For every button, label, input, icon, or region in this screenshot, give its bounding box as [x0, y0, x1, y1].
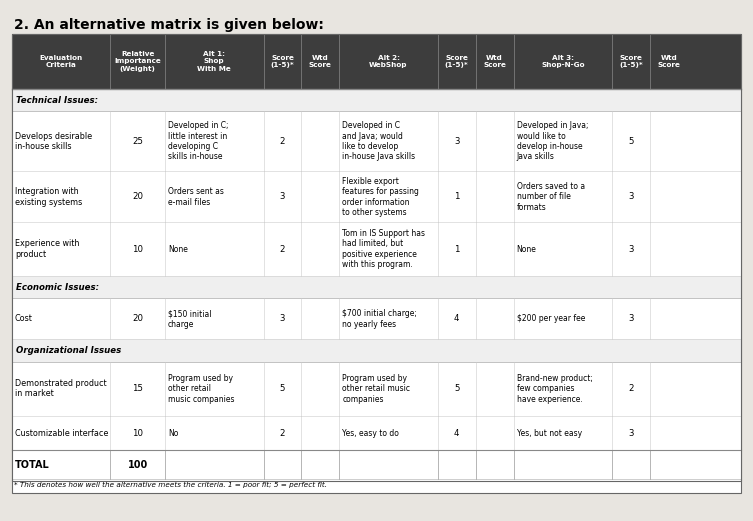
Text: 2: 2 [279, 429, 285, 438]
Text: 20: 20 [133, 314, 143, 324]
Text: Wtd
Score: Wtd Score [657, 55, 680, 68]
Text: Orders saved to a
number of file
formats: Orders saved to a number of file formats [517, 182, 584, 212]
Text: 2: 2 [279, 137, 285, 146]
Text: Yes, easy to do: Yes, easy to do [343, 429, 399, 438]
Text: Wtd
Score: Wtd Score [483, 55, 506, 68]
Text: 2: 2 [628, 384, 634, 393]
Text: Experience with
product: Experience with product [15, 240, 79, 259]
Text: 1: 1 [454, 245, 459, 254]
Text: 5: 5 [628, 137, 634, 146]
Text: Program used by
other retail music
companies: Program used by other retail music compa… [343, 374, 410, 404]
Text: 5: 5 [279, 384, 285, 393]
Bar [12, 34, 741, 481]
Text: 3: 3 [628, 314, 634, 324]
Text: 1: 1 [454, 192, 459, 201]
Text: None: None [517, 245, 536, 254]
Text: Developed in C
and Java; would
like to develop
in-house Java skills: Developed in C and Java; would like to d… [343, 121, 416, 162]
Text: Wtd
Score: Wtd Score [309, 55, 332, 68]
Text: Score
(1-5)*: Score (1-5)* [270, 55, 294, 68]
Bar [12, 34, 741, 493]
Bar [12, 340, 741, 362]
Text: Economic Issues:: Economic Issues: [16, 283, 99, 292]
Text: Cost: Cost [15, 314, 33, 324]
Text: 3: 3 [628, 429, 634, 438]
Text: * This denotes how well the alternative meets the criteria. 1 = poor fit; 5 = pe: * This denotes how well the alternative … [14, 482, 327, 488]
Bar [12, 171, 741, 222]
Text: Relative
Importance
(Weight): Relative Importance (Weight) [114, 51, 161, 72]
Text: Developed in Java;
would like to
develop in-house
Java skills: Developed in Java; would like to develop… [517, 121, 588, 162]
Text: Technical Issues:: Technical Issues: [16, 95, 98, 105]
Text: 10: 10 [133, 245, 143, 254]
Text: Demonstrated product
in market: Demonstrated product in market [15, 379, 107, 399]
Text: 3: 3 [628, 245, 634, 254]
Bar [12, 34, 741, 89]
Text: No: No [168, 429, 178, 438]
Text: 2. An alternative matrix is given below:: 2. An alternative matrix is given below: [14, 18, 324, 32]
Text: 3: 3 [628, 192, 634, 201]
Text: Flexible export
features for passing
order information
to other systems: Flexible export features for passing ord… [343, 177, 419, 217]
Text: Yes, but not easy: Yes, but not easy [517, 429, 581, 438]
Bar [12, 276, 741, 298]
Text: Integration with
existing systems: Integration with existing systems [15, 187, 82, 206]
Text: 15: 15 [133, 384, 143, 393]
Text: Score
(1-5)*: Score (1-5)* [619, 55, 643, 68]
Text: 3: 3 [279, 192, 285, 201]
Text: Evaluation
Criteria: Evaluation Criteria [40, 55, 83, 68]
Text: 4: 4 [454, 314, 459, 324]
Text: 4: 4 [454, 429, 459, 438]
Text: Tom in IS Support has
had limited, but
positive experience
with this program.: Tom in IS Support has had limited, but p… [343, 229, 425, 269]
Text: Alt 1:
Shop
With Me: Alt 1: Shop With Me [197, 51, 231, 72]
Text: Develops desirable
in-house skills: Develops desirable in-house skills [15, 132, 92, 151]
Text: TOTAL: TOTAL [15, 460, 50, 470]
Bar [12, 298, 741, 340]
Text: Score
(1-5)*: Score (1-5)* [445, 55, 468, 68]
Bar [12, 416, 741, 451]
Bar [12, 222, 741, 276]
Text: Organizational Issues: Organizational Issues [16, 346, 121, 355]
Text: Program used by
other retail
music companies: Program used by other retail music compa… [168, 374, 235, 404]
Text: 3: 3 [454, 137, 459, 146]
Text: $200 per year fee: $200 per year fee [517, 314, 585, 324]
Text: Customizable interface: Customizable interface [15, 429, 108, 438]
Text: Developed in C;
little interest in
developing C
skills in-house: Developed in C; little interest in devel… [168, 121, 229, 162]
Text: Alt 3:
Shop-N-Go: Alt 3: Shop-N-Go [541, 55, 584, 68]
Text: $700 initial charge;
no yearly fees: $700 initial charge; no yearly fees [343, 309, 417, 329]
Text: 100: 100 [127, 460, 148, 470]
Text: None: None [168, 245, 188, 254]
Text: Orders sent as
e-mail files: Orders sent as e-mail files [168, 187, 224, 206]
Text: 3: 3 [279, 314, 285, 324]
Bar [12, 451, 741, 479]
Text: 2: 2 [279, 245, 285, 254]
Text: $150 initial
charge: $150 initial charge [168, 309, 212, 329]
Bar [12, 362, 741, 416]
Bar [12, 89, 741, 111]
Text: 20: 20 [133, 192, 143, 201]
Text: 5: 5 [454, 384, 459, 393]
Text: 25: 25 [133, 137, 143, 146]
Text: 10: 10 [133, 429, 143, 438]
Bar [12, 111, 741, 171]
Text: Alt 2:
WebShop: Alt 2: WebShop [369, 55, 408, 68]
Text: Brand-new product;
few companies
have experience.: Brand-new product; few companies have ex… [517, 374, 593, 404]
